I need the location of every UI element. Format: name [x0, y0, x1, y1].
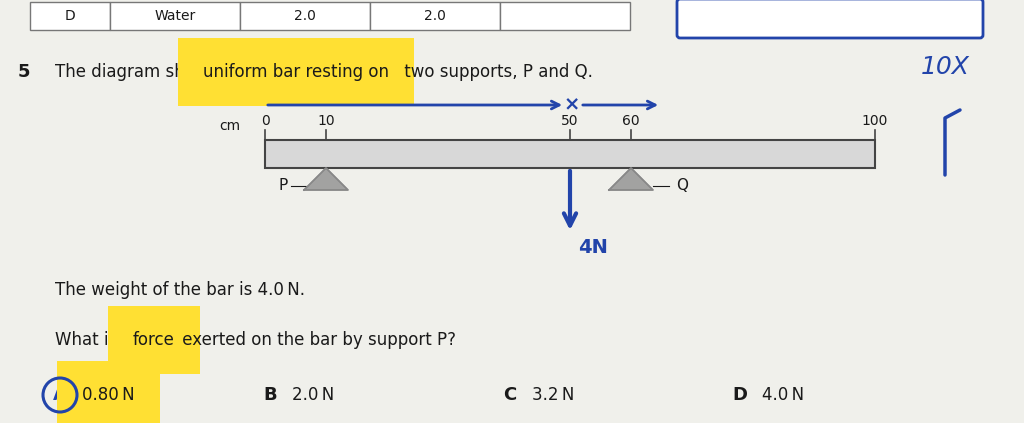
Text: B: B: [263, 386, 276, 404]
Text: cm: cm: [219, 119, 240, 133]
Bar: [500, 2, 630, 30]
Text: 5: 5: [18, 63, 31, 81]
Text: 3.2 N: 3.2 N: [532, 386, 574, 404]
Text: 0: 0: [261, 114, 269, 128]
Bar: [265, 140, 874, 168]
Text: C: C: [504, 386, 517, 404]
Text: 4.0 N: 4.0 N: [762, 386, 804, 404]
Text: Water: Water: [155, 9, 196, 23]
Text: 60: 60: [623, 114, 640, 128]
Text: force: force: [133, 331, 175, 349]
FancyBboxPatch shape: [677, 0, 983, 38]
Text: two supports, P and Q.: two supports, P and Q.: [399, 63, 593, 81]
Text: 10: 10: [317, 114, 335, 128]
Text: exerted on the bar by support P?: exerted on the bar by support P?: [177, 331, 456, 349]
Text: 2.0: 2.0: [424, 9, 445, 23]
Text: A: A: [53, 386, 67, 404]
Text: 100: 100: [862, 114, 888, 128]
Text: The weight of the bar is 4.0 N.: The weight of the bar is 4.0 N.: [55, 281, 305, 299]
Text: 4N: 4N: [578, 238, 608, 257]
Text: 2.0 N: 2.0 N: [292, 386, 334, 404]
Text: 2.0: 2.0: [294, 9, 316, 23]
Polygon shape: [304, 168, 348, 190]
Text: What is the: What is the: [55, 331, 155, 349]
Text: Q: Q: [676, 179, 688, 193]
Bar: [370, 2, 500, 30]
Text: uniform bar resting on: uniform bar resting on: [203, 63, 389, 81]
Text: The diagram shows a: The diagram shows a: [55, 63, 238, 81]
Text: 0.80 N: 0.80 N: [82, 386, 134, 404]
Text: ×: ×: [564, 96, 581, 115]
Text: P: P: [279, 179, 288, 193]
Bar: [110, 2, 240, 30]
Polygon shape: [609, 168, 653, 190]
Text: 10X: 10X: [922, 55, 970, 79]
Bar: [30, 2, 110, 30]
Text: D: D: [732, 386, 748, 404]
Bar: [240, 2, 370, 30]
Text: D: D: [65, 9, 76, 23]
Text: 50: 50: [561, 114, 579, 128]
